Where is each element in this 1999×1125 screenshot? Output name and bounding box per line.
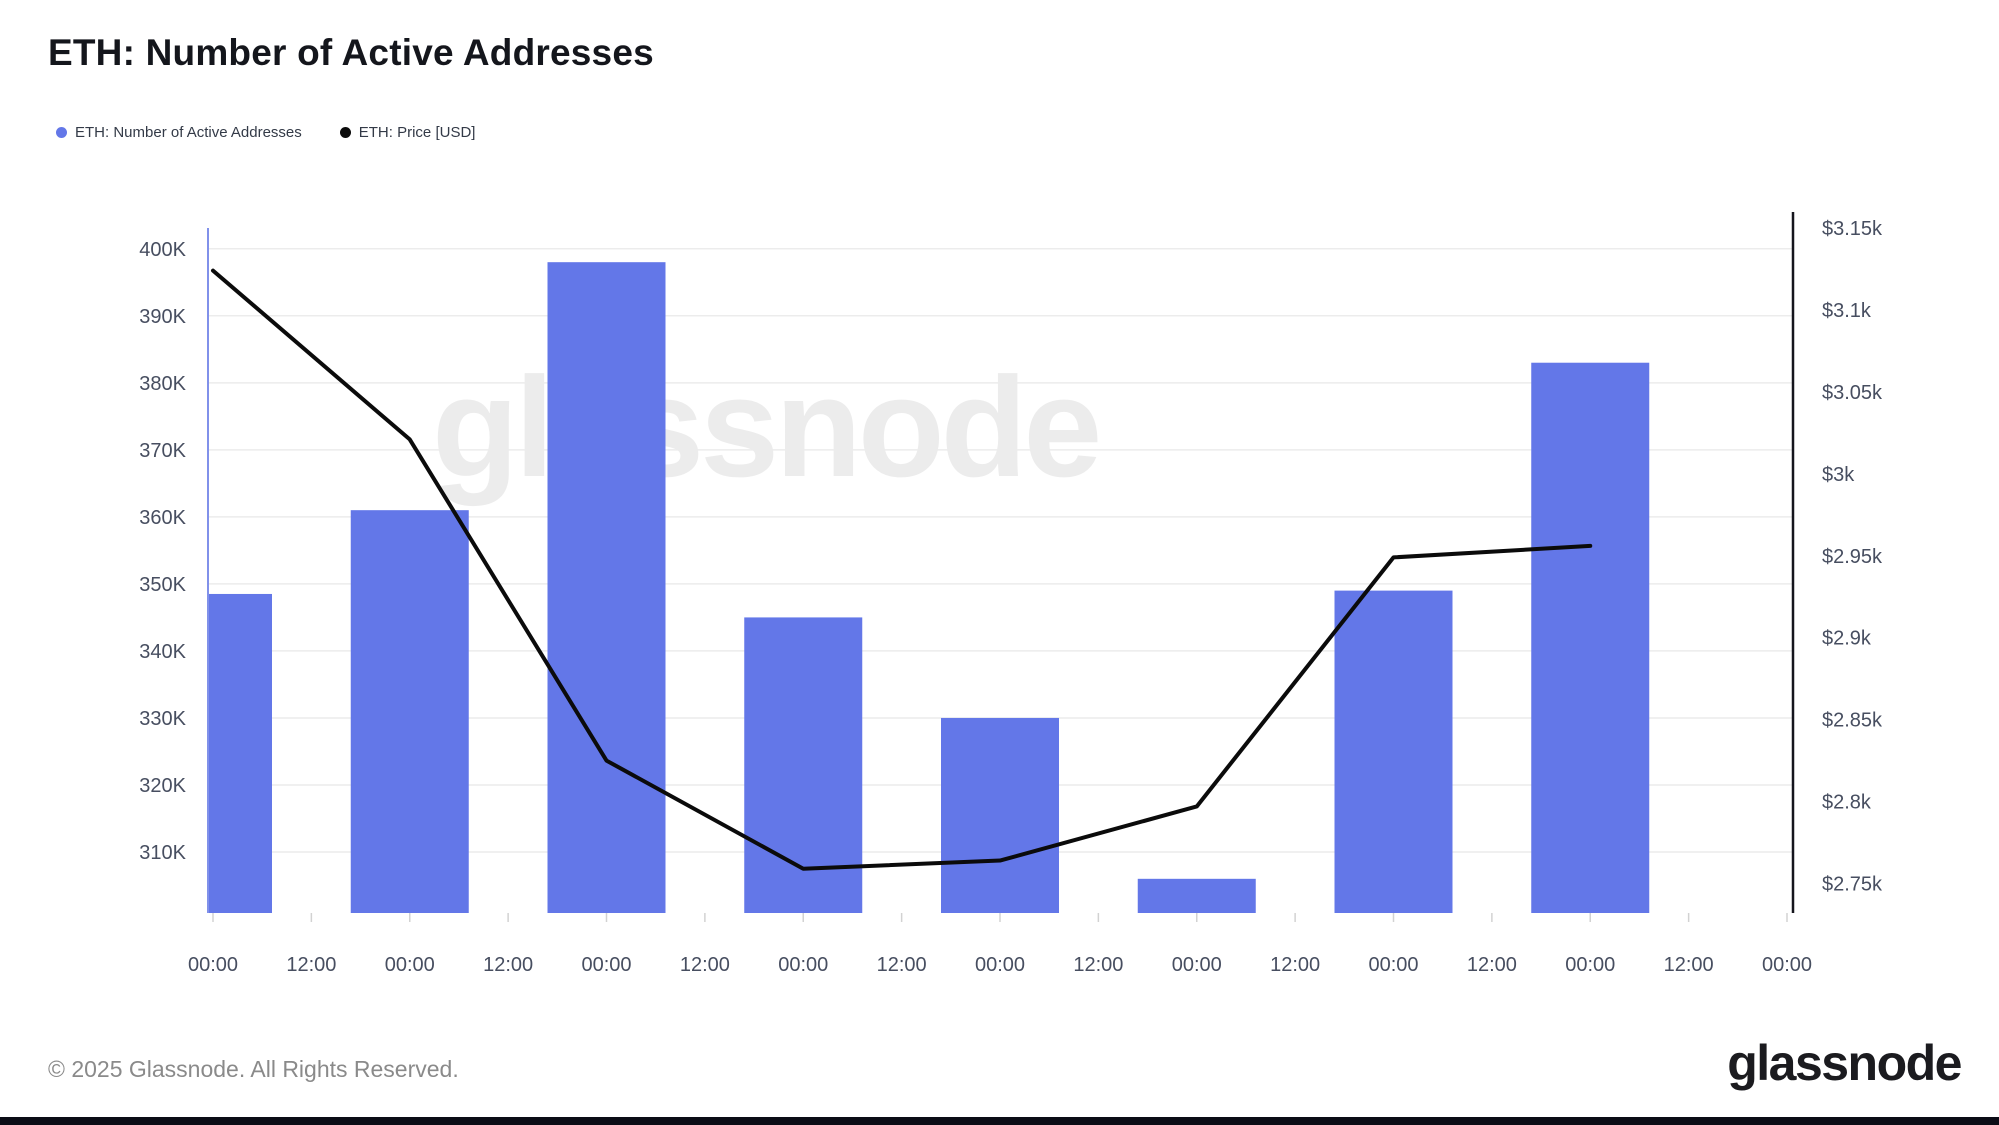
footer-copyright: © 2025 Glassnode. All Rights Reserved. (48, 1056, 459, 1082)
left-axis-label: 350K (139, 574, 186, 596)
left-axis-label: 390K (139, 306, 186, 328)
x-axis-label: 12:00 (286, 954, 336, 976)
bar-active-addresses[interactable] (744, 617, 863, 913)
legend-item-active-addresses[interactable]: ETH: Number of Active Addresses (56, 124, 302, 141)
x-axis-label: 12:00 (1664, 954, 1714, 976)
legend-label-active-addresses: ETH: Number of Active Addresses (75, 124, 302, 141)
x-axis-label: 00:00 (1368, 954, 1418, 976)
legend-item-price[interactable]: ETH: Price [USD] (339, 124, 476, 141)
bar-active-addresses[interactable] (547, 262, 666, 913)
x-axis-label: 12:00 (1270, 954, 1320, 976)
x-axis-label: 00:00 (385, 954, 435, 976)
legend-dot-active-addresses-icon (56, 127, 67, 138)
left-axis-label: 320K (139, 775, 186, 797)
bar-active-addresses[interactable] (209, 593, 272, 913)
x-axis-label: 12:00 (483, 954, 533, 976)
right-axis-label: $3.05k (1822, 382, 1883, 404)
left-axis-label: 340K (139, 641, 186, 663)
right-axis-label: $2.9k (1822, 628, 1872, 650)
glassnode-watermark: glassnode (432, 348, 1102, 507)
x-axis-label: 12:00 (1467, 954, 1517, 976)
bottom-accent-strip (0, 1117, 1999, 1125)
bar-active-addresses[interactable] (941, 717, 1059, 913)
x-axis-label: 12:00 (1073, 954, 1123, 976)
left-axis-label: 400K (139, 239, 186, 261)
left-axis-label: 370K (139, 440, 186, 462)
chart-legend: ETH: Number of Active Addresses ETH: Pri… (56, 124, 475, 141)
bar-active-addresses[interactable] (1137, 878, 1256, 913)
price-line[interactable] (211, 268, 1593, 871)
bar-active-addresses[interactable] (1531, 362, 1650, 913)
page-title: ETH: Number of Active Addresses (48, 32, 654, 73)
right-axis-label: $2.95k (1822, 546, 1883, 568)
x-axis-label: 00:00 (1762, 954, 1812, 976)
right-axis-label: $2.8k (1822, 792, 1872, 814)
x-axis-label: 00:00 (1172, 954, 1222, 976)
legend-dot-price-icon (339, 127, 351, 138)
x-axis-label: 12:00 (680, 954, 730, 976)
right-axis-label: $3.1k (1822, 300, 1872, 322)
legend-label-price: ETH: Price [USD] (358, 124, 476, 141)
glassnode-logo: glassnode (1727, 1035, 1962, 1091)
x-axis-label: 00:00 (581, 954, 631, 976)
bar-active-addresses[interactable] (1334, 590, 1453, 913)
right-axis-label: $2.75k (1822, 874, 1883, 896)
right-axis-label: $3.15k (1822, 218, 1883, 240)
x-axis-label: 00:00 (975, 954, 1025, 976)
left-axis-label: 310K (139, 842, 186, 864)
x-axis-label: 12:00 (877, 954, 927, 976)
x-axis-label: 00:00 (778, 954, 828, 976)
left-axis-label: 360K (139, 507, 186, 529)
x-axis-label: 00:00 (188, 954, 238, 976)
right-axis-label: $3k (1822, 464, 1855, 486)
left-axis-label: 380K (139, 373, 186, 395)
right-axis-label: $2.85k (1822, 710, 1883, 732)
x-axis-label: 00:00 (1565, 954, 1615, 976)
left-axis-label: 330K (139, 708, 186, 730)
bar-active-addresses[interactable] (350, 510, 469, 913)
